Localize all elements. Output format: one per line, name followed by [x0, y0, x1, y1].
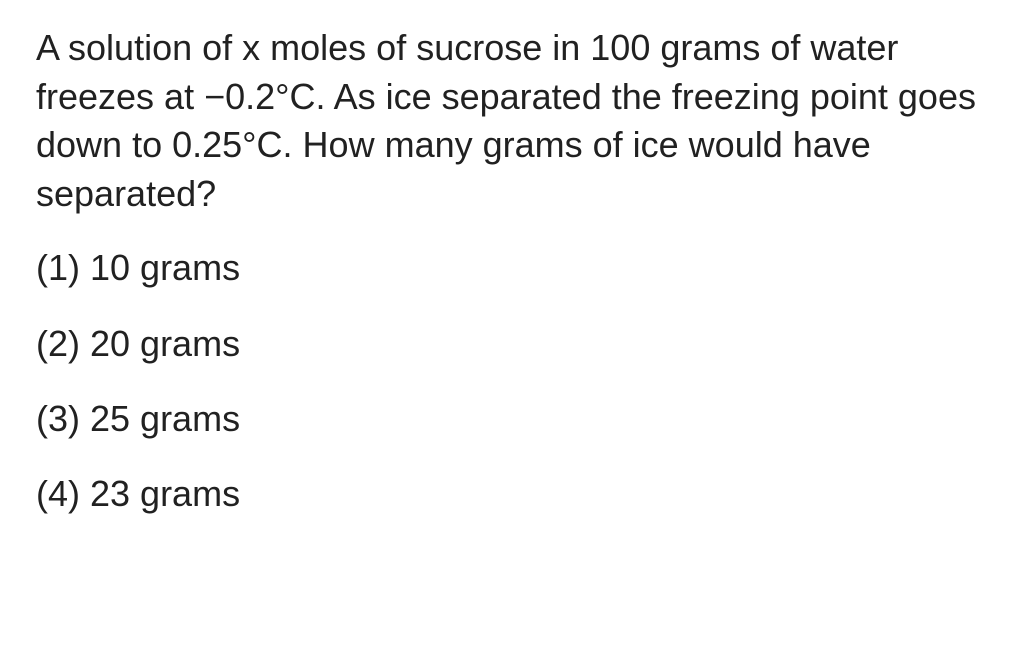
question-page: A solution of x moles of sucrose in 100 … — [0, 0, 1024, 539]
option-3[interactable]: (3) 25 grams — [36, 397, 988, 440]
options-list: (1) 10 grams (2) 20 grams (3) 25 grams (… — [36, 246, 988, 515]
option-2[interactable]: (2) 20 grams — [36, 322, 988, 365]
option-4[interactable]: (4) 23 grams — [36, 472, 988, 515]
question-text: A solution of x moles of sucrose in 100 … — [36, 24, 988, 218]
option-1[interactable]: (1) 10 grams — [36, 246, 988, 289]
